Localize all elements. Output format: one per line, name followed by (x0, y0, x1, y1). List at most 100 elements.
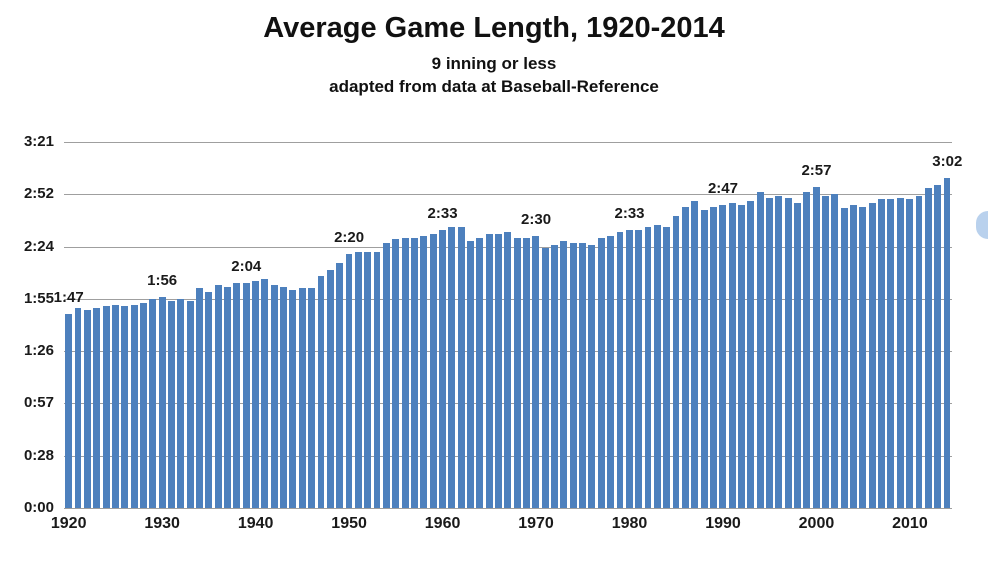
bar-1965 (485, 233, 493, 508)
bar-1971 (541, 248, 549, 508)
bar-1921 (74, 308, 82, 508)
bar-slot-1979 (615, 142, 624, 508)
bar-1941 (261, 279, 269, 508)
bar-1951 (354, 252, 362, 508)
bar-1978 (607, 235, 615, 508)
bar-slot-1989 (709, 142, 718, 508)
data-label-1920: 1:47 (53, 288, 84, 306)
bar-slot-1990 (718, 142, 727, 508)
bar-1949 (336, 262, 344, 508)
bar-1963 (467, 241, 474, 508)
bar-1983 (653, 224, 661, 508)
bar-1939 (242, 282, 250, 508)
gridline-3:21 (64, 142, 952, 143)
bar-1984 (663, 226, 671, 508)
bar-slot-1991 (727, 142, 736, 508)
bar-slot-1975 (578, 142, 587, 508)
y-tick-label: 1:26 (23, 342, 54, 360)
bar-slot-1942 (270, 142, 279, 508)
bar-slot-1978 (606, 142, 615, 508)
bar-slot-1977 (597, 142, 606, 508)
x-tick-label-1990: 1990 (705, 515, 741, 532)
bar-1976 (588, 244, 596, 508)
bar-1998 (794, 203, 801, 508)
data-label-1980: 2:33 (614, 205, 645, 223)
bar-1942 (270, 284, 278, 508)
bar-1953 (373, 252, 381, 508)
bar-slot-1986 (681, 142, 690, 508)
bar-1937 (224, 286, 231, 508)
bar-slot-1933 (185, 142, 194, 508)
bar-2002 (831, 193, 839, 508)
bar-slot-1947 (316, 142, 325, 508)
bar-1940 (252, 281, 259, 508)
bar-slot-2002 (830, 142, 839, 508)
y-tick-label: 0:00 (23, 499, 54, 516)
bar-slot-1994 (755, 142, 764, 508)
data-label-1990: 2:47 (707, 179, 738, 197)
bar-slot-1967 (503, 142, 512, 508)
bar-1960 (438, 230, 446, 508)
bar-1957 (410, 237, 418, 508)
bar-1994 (756, 192, 764, 508)
bar-slot-1968 (513, 142, 522, 508)
bar-slot-2004 (849, 142, 858, 508)
y-tick-label: 3:21 (23, 133, 54, 150)
bar-slot-1972 (550, 142, 559, 508)
bar-1989 (709, 206, 717, 508)
bar-slot-2001 (821, 142, 830, 508)
bar-1967 (504, 232, 512, 508)
bar-slot-1937 (223, 142, 232, 508)
bar-1920 (65, 313, 73, 508)
bar-slot-1973 (559, 142, 568, 508)
bar-slot-1958 (419, 142, 428, 508)
y-axis: 0:00 0:28 0:57 1:26 1:55 2:24 2:52 3:21 (4, 133, 54, 516)
bar-slot-2003 (840, 142, 849, 508)
bar-2007 (878, 199, 886, 508)
data-label-1939: 2:04 (231, 257, 262, 275)
y-tick-label: 2:24 (23, 237, 54, 255)
bar-slot-1925 (111, 142, 120, 508)
bar-2010 (906, 199, 914, 508)
bar-1944 (289, 290, 297, 508)
bar-1990 (719, 204, 727, 508)
bar-slot-1928 (139, 142, 148, 508)
bar-2011 (915, 195, 923, 508)
bar-1954 (382, 242, 390, 508)
bar-slot-1995 (765, 142, 774, 508)
bar-1996 (775, 195, 783, 508)
bar-slot-1956 (400, 142, 409, 508)
data-label-1960: 2:33 (427, 205, 458, 223)
bar-1968 (513, 237, 521, 508)
bar-1938 (233, 282, 241, 508)
x-tick-label-1960: 1960 (424, 515, 461, 532)
bar-2001 (822, 195, 829, 508)
bar-1997 (784, 197, 792, 508)
y-tick-label: 1:55 (23, 289, 54, 307)
bar-1956 (401, 237, 409, 508)
bar-slot-2000 (812, 142, 821, 508)
bar-slot-2013 (933, 142, 942, 508)
bar-1995 (766, 197, 773, 508)
bar-1935 (205, 291, 213, 508)
chart-subtitle: 9 inning or less (431, 54, 557, 73)
bar-slot-1997 (783, 142, 792, 508)
bar-1988 (700, 210, 708, 508)
bar-1948 (326, 270, 334, 508)
x-tick-label-1970: 1970 (518, 515, 554, 532)
data-label-2014: 3:02 (932, 152, 963, 170)
bar-slot-1931 (167, 142, 176, 508)
x-tick-label-1920: 1920 (50, 515, 87, 532)
bar-2003 (840, 208, 848, 508)
bar-slot-1934 (195, 142, 204, 508)
bar-slot-1920 (64, 142, 73, 508)
bar-slot-1976 (587, 142, 596, 508)
bar-slot-1980 (625, 142, 634, 508)
bar-slot-1946 (307, 142, 316, 508)
bar-1961 (448, 226, 456, 508)
bar-1992 (737, 204, 745, 508)
bar-1991 (728, 203, 736, 508)
bar-slot-2009 (896, 142, 905, 508)
bar-slot-1999 (802, 142, 811, 508)
